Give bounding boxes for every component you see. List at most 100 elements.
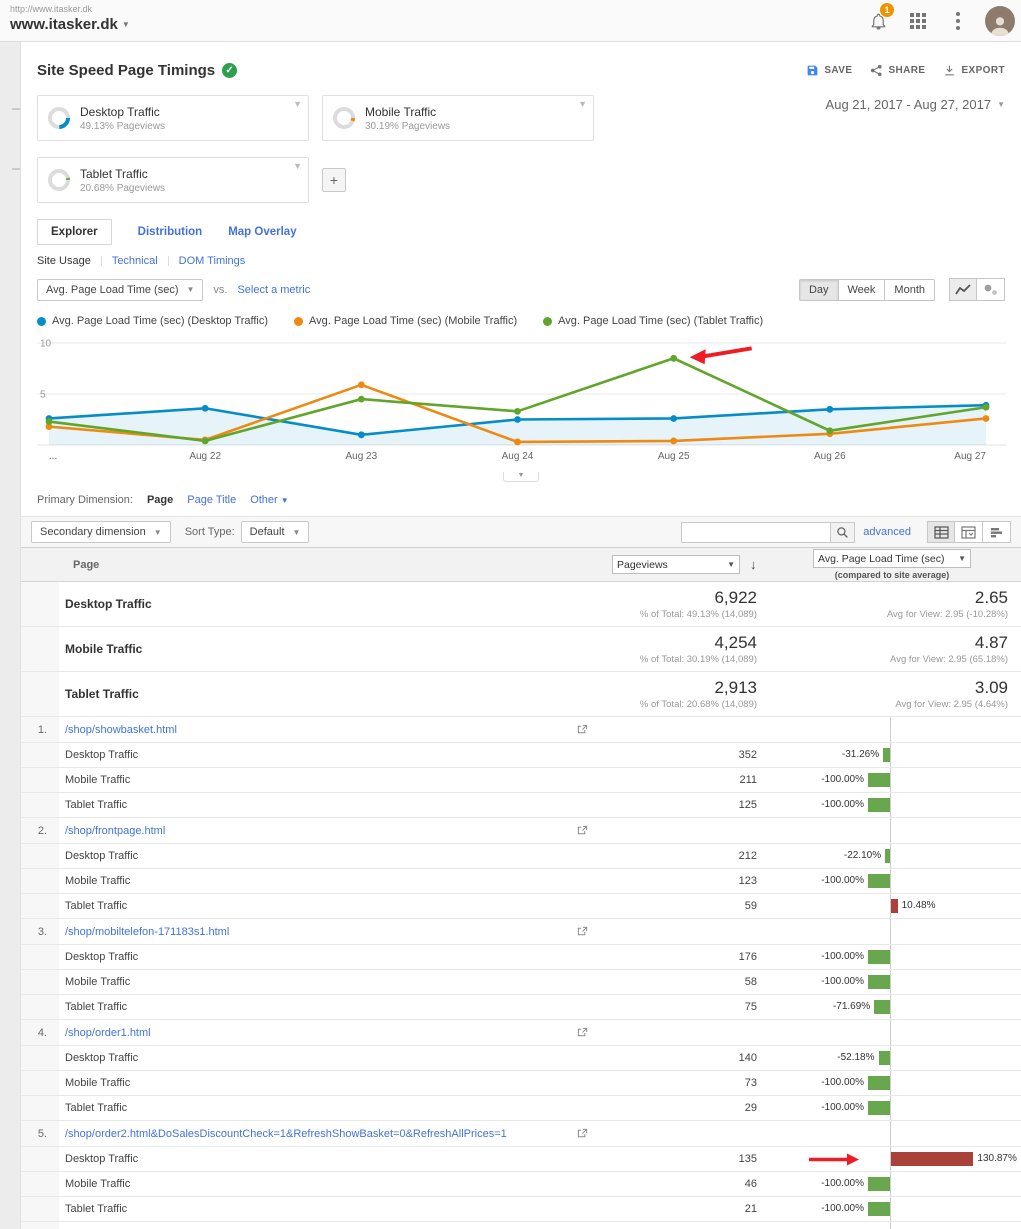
chevron-down-icon: ▼ — [578, 99, 587, 109]
column-header-page[interactable]: Page — [73, 558, 100, 571]
delta-value: -71.69% — [832, 1001, 871, 1012]
apps-grid-button[interactable] — [905, 8, 931, 34]
save-icon — [807, 65, 818, 76]
segment-label: Desktop Traffic — [65, 1052, 139, 1064]
segment-data-row: Mobile Traffic 123 -100.00% — [21, 869, 1021, 894]
tab-distribution[interactable]: Distribution — [137, 226, 203, 238]
subtab-site-usage[interactable]: Site Usage — [37, 255, 91, 267]
segment-data-row: Mobile Traffic 73 -100.00% — [21, 1071, 1021, 1096]
open-in-new-icon[interactable] — [577, 1128, 588, 1139]
segment-label: Mobile Traffic — [65, 1178, 131, 1190]
segment-label: Mobile Traffic — [65, 976, 131, 988]
chart-options-toggle[interactable]: ▼ — [503, 472, 539, 482]
segment-card-0[interactable]: Desktop Traffic 49.13% Pageviews ▼ — [37, 95, 309, 141]
secondary-dimension-dropdown[interactable]: Secondary dimension ▼ — [31, 521, 171, 543]
granularity-week-button[interactable]: Week — [838, 278, 886, 301]
table-view-button[interactable] — [927, 521, 955, 543]
open-in-new-icon[interactable] — [577, 825, 588, 836]
notifications-button[interactable]: 1 — [865, 3, 894, 34]
table-search-input[interactable] — [681, 521, 832, 543]
pageviews-value: 125 — [738, 799, 757, 811]
segment-data-row: Tablet Traffic 29 -100.00% — [21, 1096, 1021, 1121]
report-panel: Site Speed Page Timings ✓ SAVE SHARE EXP… — [20, 42, 1021, 1229]
svg-text:Aug 24: Aug 24 — [502, 451, 534, 462]
summary-metric-sub: Avg for View: 2.95 (4.64%) — [895, 699, 1008, 710]
legend-dot-icon — [37, 316, 46, 326]
save-button[interactable]: SAVE — [806, 64, 852, 77]
granularity-month-button[interactable]: Month — [885, 278, 935, 301]
pageviews-value: 352 — [738, 749, 757, 761]
subtab-technical[interactable]: Technical — [111, 255, 158, 267]
tab-map-overlay[interactable]: Map Overlay — [228, 226, 297, 238]
metric-selector-dropdown[interactable]: Avg. Page Load Time (sec) ▼ — [37, 278, 204, 301]
dimension-page-title[interactable]: Page Title — [187, 494, 237, 506]
dimension-page[interactable]: Page — [146, 494, 174, 506]
chart-legend: Avg. Page Load Time (sec) (Desktop Traff… — [21, 301, 1021, 329]
timeline-chart[interactable]: 10 5... Aug 22 Aug 23 Aug 24 Aug 25 Aug 26 Aug… — [37, 333, 1006, 467]
segment-card-1[interactable]: Mobile Traffic 30.19% Pageviews ▼ — [322, 95, 594, 141]
page-title: Site Speed Page Timings ✓ — [37, 62, 238, 79]
sort-descending-icon[interactable]: ↓ — [750, 557, 757, 572]
segment-donut-icon — [333, 107, 355, 129]
summary-metric: 2.65 — [974, 588, 1008, 607]
more-options-button[interactable] — [945, 8, 971, 34]
segment-data-row: Desktop Traffic 176 -100.00% — [21, 945, 1021, 970]
export-button[interactable]: EXPORT — [943, 64, 1005, 77]
search-button[interactable] — [831, 521, 856, 543]
annotation-arrow — [809, 1153, 859, 1166]
chevron-down-icon: ▼ — [997, 100, 1005, 109]
line-chart-icon — [955, 283, 971, 294]
legend-label: Avg. Page Load Time (sec) (Mobile Traffi… — [309, 315, 518, 327]
add-segment-button[interactable]: + — [322, 168, 346, 192]
page-link[interactable]: /shop/mobiltelefon-171183s1.html — [65, 925, 230, 938]
account-selector[interactable]: www.itasker.dk ▼ — [10, 16, 130, 33]
segment-data-row: Desktop Traffic 135 130.87% — [21, 1147, 1021, 1172]
metric-column-selector[interactable]: Avg. Page Load Time (sec) ▼ — [813, 549, 971, 568]
tab-explorer[interactable]: Explorer — [37, 219, 112, 245]
page-link[interactable]: /shop/order1.html — [65, 1026, 151, 1039]
open-in-new-icon[interactable] — [577, 1027, 588, 1038]
subtab-dom-timings[interactable]: DOM Timings — [178, 255, 246, 267]
summary-pageviews: 6,922 — [714, 588, 757, 607]
pageviews-value: 73 — [744, 1077, 757, 1089]
dimension-other[interactable]: Other ▼ — [250, 494, 289, 506]
page-link[interactable]: /shop/showbasket.html — [65, 723, 177, 736]
segment-label: Tablet Traffic — [65, 1102, 128, 1114]
summary-pageviews-sub: % of Total: 30.19% (14,089) — [639, 654, 757, 665]
pageviews-value: 46 — [744, 1178, 757, 1190]
chevron-down-icon: ▼ — [121, 20, 130, 29]
advanced-filter-link[interactable]: advanced — [863, 526, 911, 538]
select-metric-link[interactable]: Select a metric — [237, 283, 311, 296]
select-caret-icon: ▼ — [727, 560, 735, 569]
segment-label: Tablet Traffic — [65, 799, 128, 811]
segment-card-2[interactable]: Tablet Traffic 20.68% Pageviews ▼ — [37, 157, 309, 203]
page-link[interactable]: /shop/order2.html&DoSalesDiscountCheck=1… — [65, 1127, 507, 1140]
segment-data-row: Mobile Traffic 58 -100.00% — [21, 970, 1021, 995]
user-avatar[interactable] — [985, 6, 1015, 36]
row-index: 1. — [21, 717, 59, 742]
segment-label: Desktop Traffic — [65, 1153, 139, 1165]
summary-segment-name: Tablet Traffic — [65, 687, 139, 701]
svg-text:5: 5 — [40, 390, 46, 401]
bar-comparison-icon — [991, 527, 1002, 537]
page-link[interactable]: /shop/frontpage.html — [65, 824, 166, 837]
pivot-icon — [961, 525, 976, 539]
date-range-picker[interactable]: Aug 21, 2017 - Aug 27, 2017 ▼ — [825, 97, 1005, 112]
pageviews-column-selector[interactable]: Pageviews ▼ — [612, 555, 740, 574]
sort-type-dropdown[interactable]: Default ▼ — [240, 521, 310, 543]
granularity-day-button[interactable]: Day — [798, 278, 839, 301]
share-icon — [871, 64, 883, 77]
granularity-toggle: Day Week Month — [798, 278, 935, 301]
pageviews-value: 211 — [739, 774, 757, 786]
line-chart-view-button[interactable] — [949, 278, 977, 301]
share-button[interactable]: SHARE — [870, 64, 925, 77]
segment-label: Mobile Traffic — [65, 1077, 131, 1089]
summary-metric-sub: Avg for View: 2.95 (-10.28%) — [886, 609, 1008, 620]
segment-label: Mobile Traffic — [65, 875, 131, 887]
motion-chart-view-button[interactable] — [977, 278, 1005, 301]
open-in-new-icon[interactable] — [577, 926, 588, 937]
pivot-view-button[interactable] — [955, 521, 983, 543]
segment-cards: Desktop Traffic 49.13% Pageviews ▼ Mobil… — [37, 95, 667, 219]
comparison-view-button[interactable] — [983, 521, 1011, 543]
open-in-new-icon[interactable] — [577, 724, 588, 735]
